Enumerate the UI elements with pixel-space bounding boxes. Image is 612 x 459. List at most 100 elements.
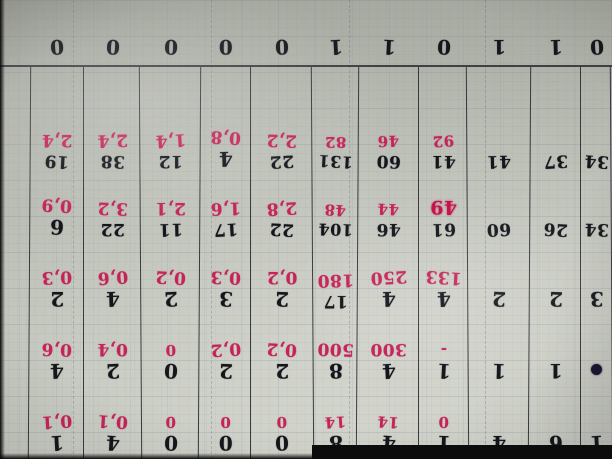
table-cell: 1 (468, 313, 530, 383)
cell-primary-value: 0 (435, 34, 452, 60)
table-cell: 2 0,2 (251, 241, 313, 311)
table-cell: 1- (419, 313, 468, 384)
cell-annotation-value: 0,2 (209, 338, 242, 360)
table-cell: 1 (581, 385, 612, 456)
table-cell: 2 0,4 (84, 313, 141, 384)
table-cell: 22 2,2 (251, 101, 313, 172)
table-cell: 2 0,2 (141, 241, 200, 311)
table-cell: 34 (581, 101, 612, 172)
cell-annotation-value: 92 (432, 131, 455, 151)
table-cell: 4 0,8 (200, 101, 251, 171)
table-cell: 17 180 (313, 241, 358, 311)
photo-edge-bottom (0, 453, 612, 459)
table-cell: 1 (313, 0, 358, 60)
cell-primary-value: 4 (49, 358, 65, 384)
cell-annotation-value: 14 (324, 412, 347, 432)
cell-primary-value: 17 (323, 291, 348, 311)
cell-primary-value: 8 (327, 358, 344, 384)
table-cell: 41 (468, 101, 530, 172)
cell-annotation-value: 0,6 (96, 266, 129, 288)
cell-primary-value: 26 (542, 218, 569, 240)
table-cell: 8 500 (313, 313, 358, 384)
cell-primary-value: 60 (486, 218, 512, 240)
cell-primary-value: 0 (162, 430, 179, 456)
cell-primary-value: 0 (218, 431, 233, 455)
cell-annotation-value: 0 (220, 413, 231, 431)
table-cell: 4 0,1 (84, 385, 141, 456)
cell-primary-value: 4 (104, 430, 121, 456)
table-cell: 26 (530, 169, 581, 240)
cell-annotation-value: 0 (276, 412, 288, 432)
cell-annotation-value: 2,8 (266, 197, 298, 219)
table-cell: 0 (200, 0, 251, 59)
cell-primary-value: 2 (104, 358, 121, 384)
cell-annotation-value: - (439, 340, 448, 360)
cell-annotation-value: 48 (324, 200, 347, 220)
cell-annotation-value: 250 (369, 265, 408, 289)
table-cell: 1 0,1 (30, 385, 84, 456)
cell-primary-value: 3 (217, 286, 234, 312)
cell-primary-value: 41 (431, 151, 456, 171)
cell-primary-value: 38 (99, 150, 126, 172)
cell-primary-value: 37 (542, 150, 569, 172)
cell-annotation-value: 46 (377, 131, 400, 151)
cell-annotation-value: 0,2 (266, 338, 298, 360)
table-cell: 17 1,6 (200, 169, 251, 240)
cell-primary-value: 1 (49, 430, 65, 456)
table-cell: 46 44 (358, 169, 419, 239)
cell-annotation-value: 0,1 (96, 410, 129, 432)
cell-primary-value: 34 (583, 150, 610, 172)
table-cell: 0 (30, 0, 84, 60)
table-cell: 0 (141, 0, 200, 59)
table-cell: 1 (530, 0, 581, 59)
cell-annotation-value: 44 (377, 199, 400, 219)
cell-annotation-value: 1,4 (154, 129, 187, 151)
table-cell: 1 (468, 0, 530, 59)
cell-primary-value: 0 (104, 34, 121, 60)
cell-primary-value: 1 (548, 359, 563, 383)
cell-annotation-value: 82 (324, 133, 347, 151)
table-cell: 0 (419, 0, 468, 60)
cell-annotation-value: 2,4 (96, 129, 129, 151)
cell-primary-value: 1 (380, 34, 397, 60)
cell-annotation-value: 0,3 (41, 266, 73, 288)
cell-primary-value: 12 (158, 151, 183, 171)
cell-annotation-value: 0,4 (97, 339, 128, 359)
cell-primary-value: 1 (435, 358, 452, 384)
table-cell: 6 0,9 (30, 169, 84, 239)
cell-primary-value: 41 (486, 150, 512, 172)
cell-annotation-value: 500 (316, 338, 355, 360)
table-cell: 104 48 (313, 169, 358, 239)
cell-primary-value: 0 (588, 34, 605, 60)
table-cell: 4 (468, 385, 530, 455)
table-cell: 4 0,6 (84, 241, 141, 311)
table-cell: 60 46 (358, 101, 419, 172)
cell-primary-value: 1 (491, 35, 507, 59)
cell-primary-value: 131 (317, 151, 354, 172)
cell-primary-value: 0 (49, 34, 65, 60)
cell-annotation-value: 133 (424, 265, 463, 289)
cell-primary-value: 19 (44, 150, 70, 172)
table-cell: 1 (530, 313, 581, 383)
cell-annotation-value: 0,2 (154, 266, 187, 288)
table-cell: 11 2,1 (141, 169, 200, 239)
cell-annotation-value: 0,3 (209, 266, 242, 288)
cell-annotation-value: 3,2 (96, 197, 129, 219)
cell-primary-value: 0 (218, 35, 233, 59)
ink-dot-icon (591, 364, 602, 375)
table-cell: 2 0,2 (251, 313, 313, 383)
table-cell: 2 (530, 241, 581, 311)
cell-annotation-value: 0 (437, 412, 450, 432)
cell-annotation-value: 2,1 (155, 198, 186, 218)
cell-annotation-value: 0,2 (266, 267, 298, 287)
table-row-divider (0, 65, 612, 67)
table-cell: 34 (581, 169, 612, 240)
cell-annotation-value: 180 (316, 269, 355, 291)
table-cell: 41 92 (419, 101, 468, 171)
